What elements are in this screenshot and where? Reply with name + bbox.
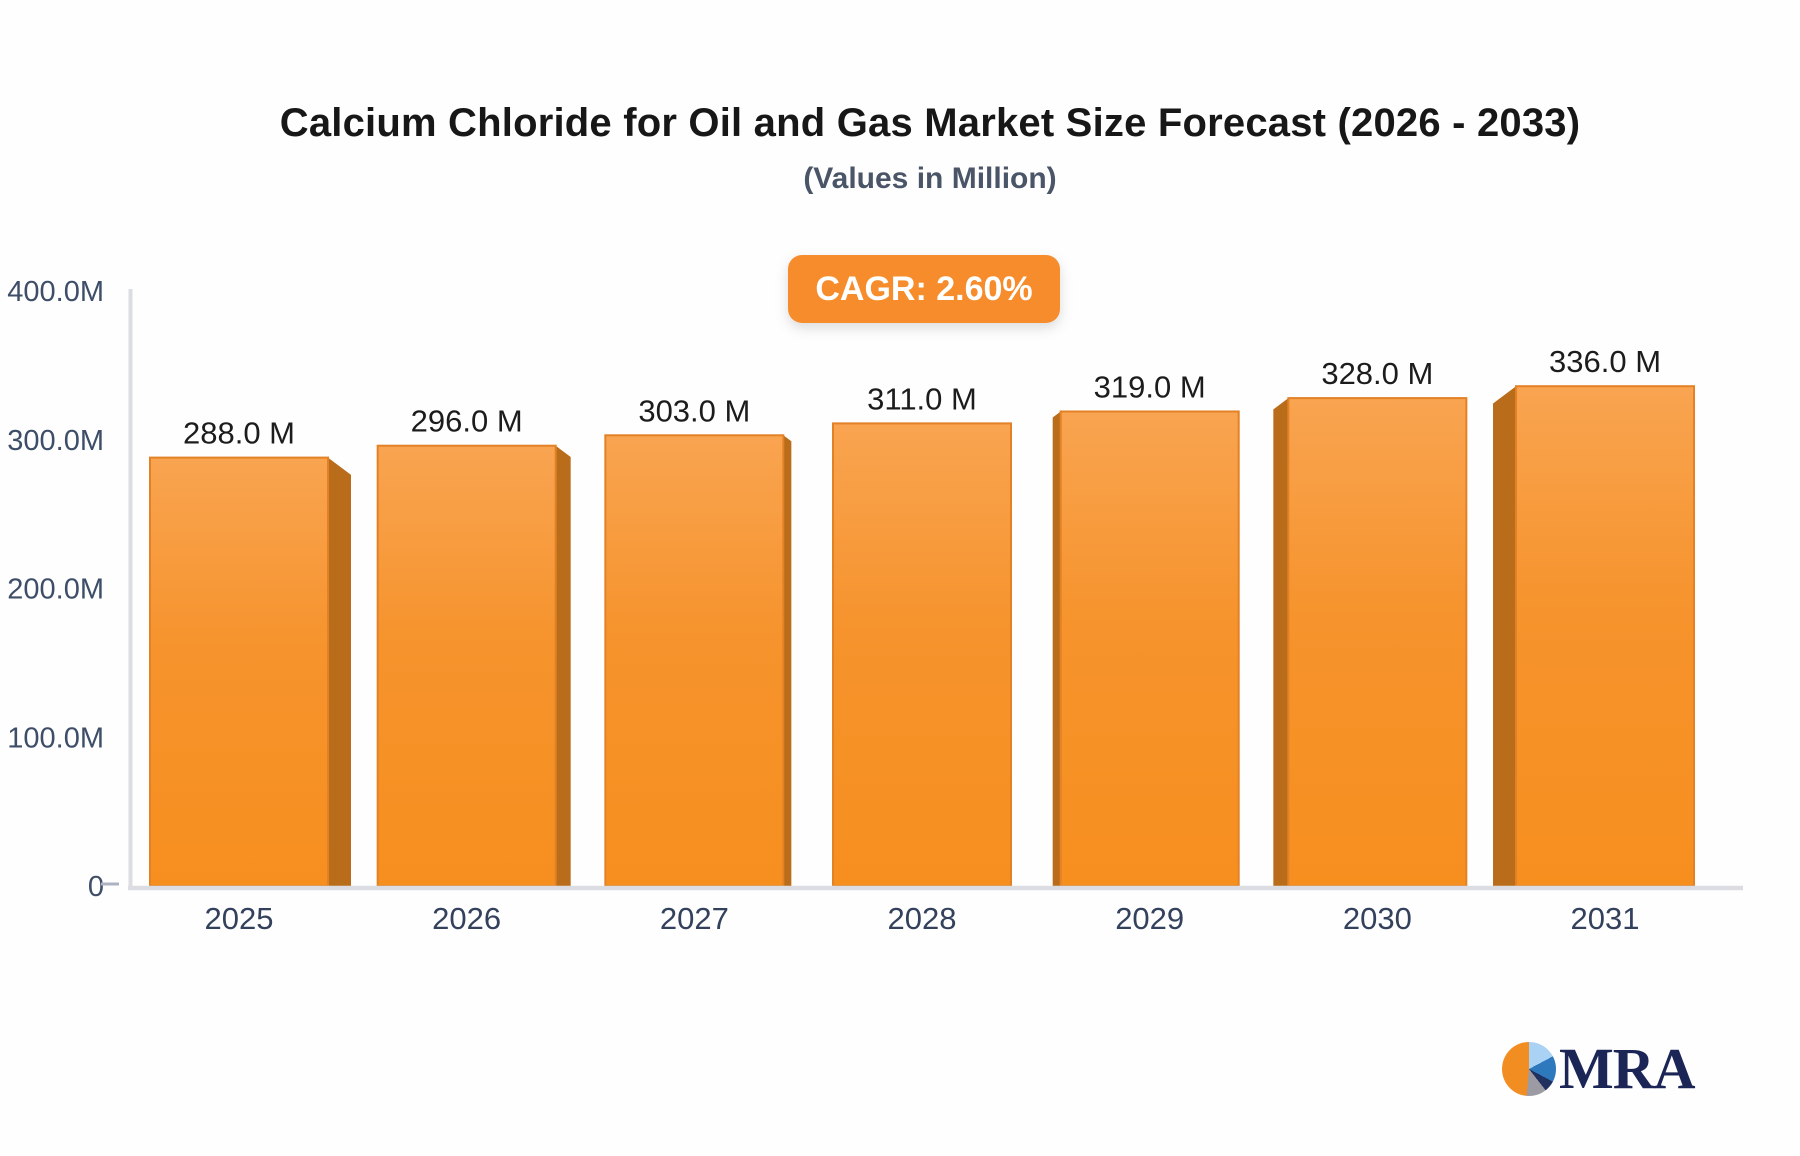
- x-tick-label: 2031: [1571, 901, 1640, 936]
- brand-logo: MRA: [1502, 1036, 1696, 1101]
- y-tick-label: 400.0M: [7, 276, 104, 308]
- bar-value-label: 336.0 M: [1549, 344, 1661, 379]
- y-tick-label: 100.0M: [7, 722, 104, 754]
- bar-2030: [1287, 397, 1468, 887]
- cagr-badge: CAGR: 2.60%: [788, 255, 1060, 323]
- bar-2025: [149, 456, 329, 887]
- chart-subtitle: (Values in Million): [803, 162, 1057, 195]
- x-tick-label: 2027: [660, 901, 729, 936]
- y-tick-label: 200.0M: [7, 574, 104, 606]
- x-tick-label: 2030: [1343, 901, 1412, 936]
- bar-side-2031: [1493, 386, 1517, 886]
- bar-2027: [604, 434, 785, 887]
- bar-2026: [376, 444, 557, 887]
- bar-value-label: 296.0 M: [411, 404, 523, 439]
- logo-text: MRA: [1559, 1036, 1696, 1101]
- bar-side-2030: [1273, 398, 1289, 886]
- bar-2031: [1515, 385, 1696, 887]
- chart-title: Calcium Chloride for Oil and Gas Market …: [279, 101, 1581, 145]
- y-tick-label: 300.0M: [7, 425, 104, 457]
- x-tick-label: 2026: [432, 901, 501, 936]
- x-tick-label: 2028: [888, 901, 957, 936]
- bar-side-2027: [783, 435, 792, 886]
- logo-pie-icon: [1502, 1042, 1556, 1096]
- bar-side-2029: [1052, 411, 1061, 886]
- x-tick-label: 2025: [205, 901, 274, 936]
- bar-side-2025: [328, 457, 351, 886]
- bar-value-label: 303.0 M: [638, 393, 750, 428]
- y-tick-label: 0: [88, 871, 104, 903]
- bar-side-2026: [555, 445, 571, 886]
- bar-value-label: 288.0 M: [183, 416, 295, 451]
- bar-2028: [832, 422, 1013, 887]
- bar-2029: [1059, 410, 1240, 887]
- bar-value-label: 311.0 M: [867, 381, 977, 416]
- x-tick-label: 2029: [1115, 901, 1184, 936]
- bar-value-label: 319.0 M: [1094, 369, 1206, 404]
- bar-value-label: 328.0 M: [1321, 356, 1433, 391]
